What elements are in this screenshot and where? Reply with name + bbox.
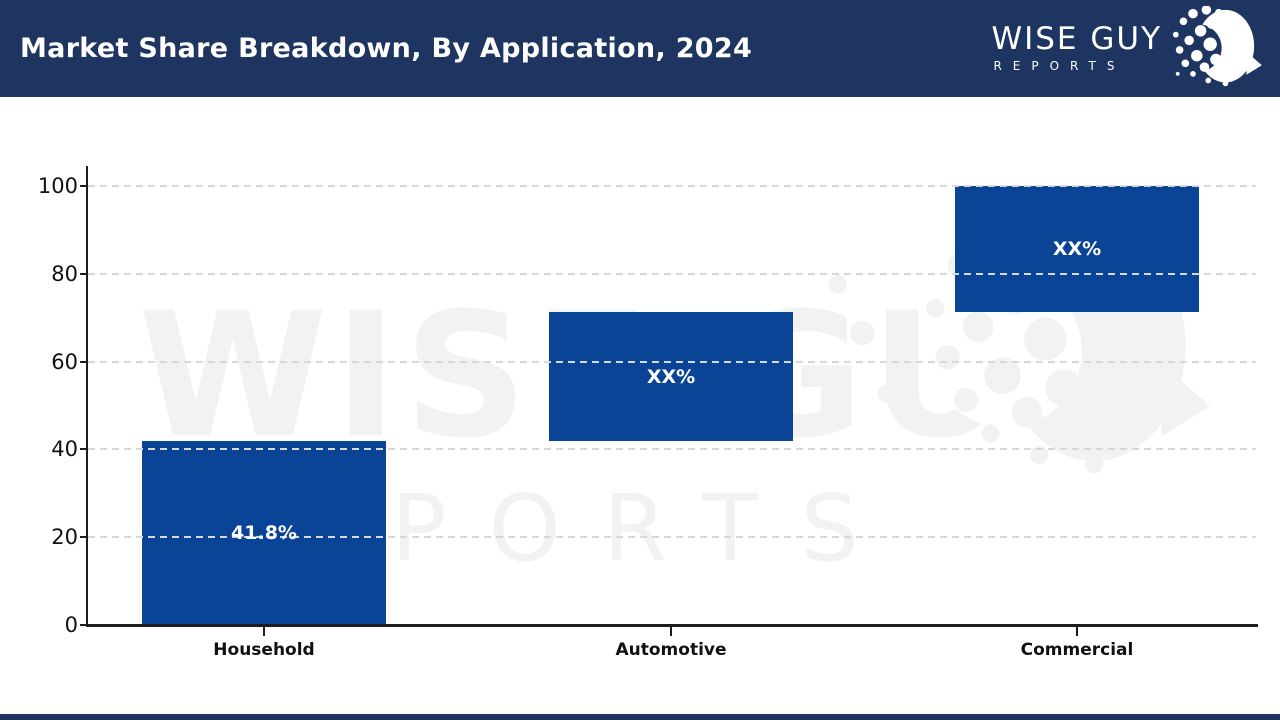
x-axis-spine bbox=[86, 624, 1258, 627]
y-tick-mark bbox=[80, 272, 88, 275]
logo-text: WISE GUY REPORTS bbox=[991, 21, 1162, 74]
header-bar: Market Share Breakdown, By Application, … bbox=[0, 0, 1280, 97]
x-category-label-automotive: Automotive bbox=[615, 640, 727, 660]
y-tick-label: 20 bbox=[51, 525, 78, 550]
y-tick-label: 80 bbox=[51, 261, 78, 286]
y-tick-mark bbox=[80, 185, 88, 187]
logo-head-icon bbox=[1172, 5, 1262, 86]
gridline-40 bbox=[88, 448, 1256, 451]
y-tick-mark bbox=[80, 448, 88, 451]
wiseguy-logo: WISE GUY REPORTS bbox=[991, 5, 1262, 92]
bar-value-label: 41.8% bbox=[231, 522, 297, 545]
bar-value-label: XX% bbox=[1052, 237, 1102, 260]
bar-household bbox=[142, 441, 386, 625]
y-tick-label: 0 bbox=[64, 613, 78, 637]
y-tick-mark bbox=[80, 624, 88, 626]
chart-title: Market Share Breakdown, By Application, … bbox=[20, 33, 753, 64]
y-tick-label: 40 bbox=[51, 437, 78, 462]
gridline-100 bbox=[88, 185, 1256, 187]
gridline-60 bbox=[88, 360, 1256, 363]
x-category-label-household: Household bbox=[213, 640, 315, 660]
bar-value-label: XX% bbox=[646, 365, 696, 388]
x-tick-mark bbox=[263, 627, 265, 636]
y-tick-mark bbox=[80, 536, 88, 539]
logo-subtext: REPORTS bbox=[993, 59, 1126, 73]
footer-bar bbox=[0, 714, 1280, 720]
x-tick-mark bbox=[670, 627, 672, 636]
gridline-80 bbox=[88, 272, 1256, 275]
y-tick-mark bbox=[80, 360, 88, 363]
x-tick-mark bbox=[1076, 627, 1078, 636]
y-axis-spine bbox=[86, 166, 88, 627]
x-category-label-commercial: Commercial bbox=[1020, 640, 1134, 660]
logo-wordmark: WISE GUY bbox=[991, 21, 1162, 57]
bar-automotive bbox=[549, 311, 793, 442]
gridline-20 bbox=[88, 536, 1256, 539]
y-tick-label: 60 bbox=[51, 349, 78, 374]
y-tick-label: 100 bbox=[37, 174, 78, 198]
bar-commercial bbox=[955, 186, 1199, 312]
